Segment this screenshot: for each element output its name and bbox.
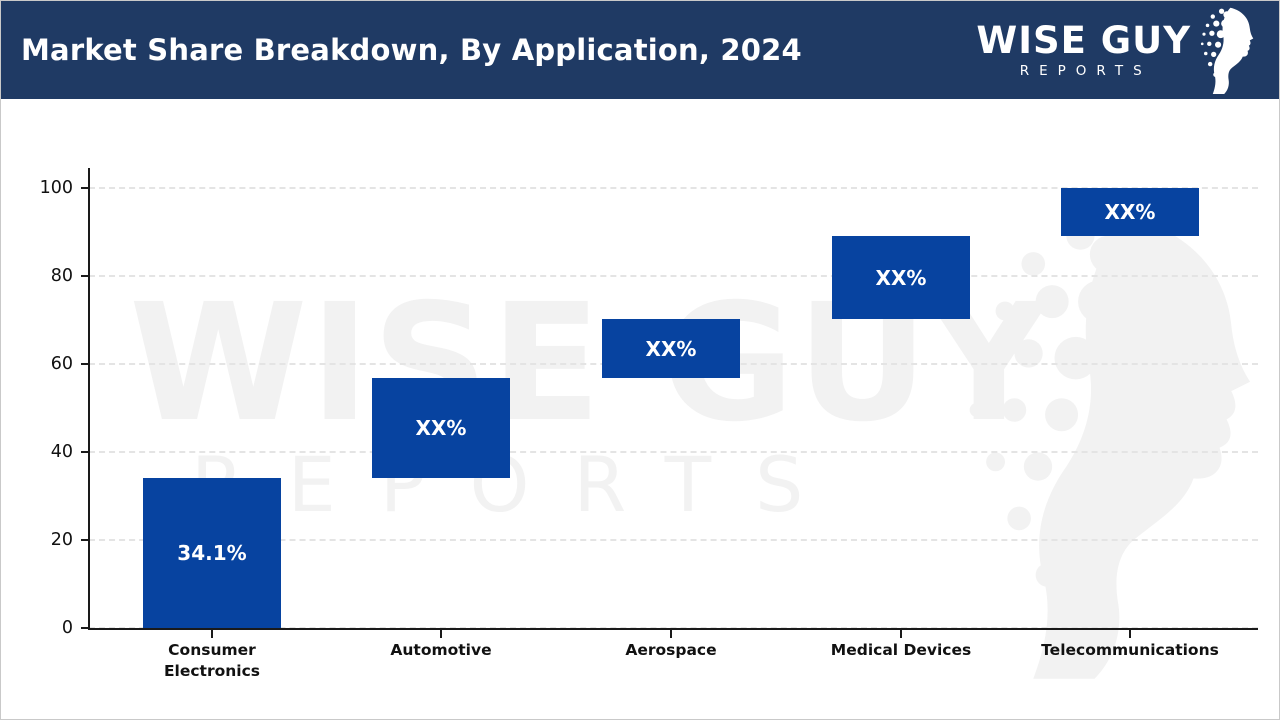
gridline bbox=[89, 451, 1258, 453]
wise-guy-logo: WISE GUY REPORTS bbox=[976, 6, 1265, 94]
bar-value-label: 34.1% bbox=[177, 540, 247, 565]
x-tick-mark bbox=[211, 630, 213, 638]
logo-wordmark: WISE GUY bbox=[976, 18, 1191, 62]
x-tick-mark bbox=[900, 630, 902, 638]
x-tick-mark bbox=[1129, 630, 1131, 638]
bar-value-label: XX% bbox=[645, 336, 697, 361]
category-label: Aerospace bbox=[625, 641, 717, 659]
x-tick-mark bbox=[440, 630, 442, 638]
y-tick-label: 40 bbox=[50, 442, 73, 462]
y-tick-mark bbox=[81, 451, 89, 453]
watermark-subtitle: REPORTS bbox=[191, 440, 848, 529]
y-tick-label: 60 bbox=[50, 354, 73, 374]
gridline bbox=[89, 187, 1258, 189]
y-tick-label: 100 bbox=[39, 178, 73, 198]
y-tick-label: 20 bbox=[50, 530, 73, 550]
gridline bbox=[89, 275, 1258, 277]
watermark-face-icon bbox=[969, 216, 1251, 679]
y-tick-mark bbox=[81, 275, 89, 277]
y-tick-mark bbox=[81, 187, 89, 189]
x-tick-mark bbox=[670, 630, 672, 638]
category-label: Telecommunications bbox=[1041, 641, 1219, 659]
logo-subtitle: REPORTS bbox=[1019, 62, 1152, 79]
y-tick-label: 0 bbox=[61, 618, 73, 638]
bar-telecommunications bbox=[1061, 188, 1199, 236]
category-label: Automotive bbox=[390, 641, 492, 659]
category-label: Medical Devices bbox=[830, 641, 972, 659]
bar-automotive bbox=[372, 378, 510, 478]
bar-aerospace bbox=[602, 319, 740, 379]
y-tick-label: 80 bbox=[50, 266, 73, 286]
bar-value-label: XX% bbox=[875, 265, 927, 290]
logo-text: WISE GUY REPORTS bbox=[976, 22, 1191, 79]
y-axis-line bbox=[88, 168, 90, 630]
bar-medical-devices bbox=[832, 235, 970, 320]
bar-value-label: XX% bbox=[1104, 199, 1156, 224]
y-tick-mark bbox=[81, 627, 89, 629]
page-title: Market Share Breakdown, By Application, … bbox=[21, 33, 802, 67]
x-axis-line bbox=[88, 628, 1258, 630]
bar-value-label: XX% bbox=[415, 416, 467, 441]
category-label: Consumer Electronics bbox=[163, 641, 261, 680]
bar-consumer-electronics bbox=[143, 477, 281, 628]
header-bar: Market Share Breakdown, By Application, … bbox=[1, 1, 1279, 99]
gridline bbox=[89, 539, 1258, 541]
y-tick-mark bbox=[81, 539, 89, 541]
y-tick-mark bbox=[81, 363, 89, 365]
logo-face-icon bbox=[1200, 7, 1254, 94]
